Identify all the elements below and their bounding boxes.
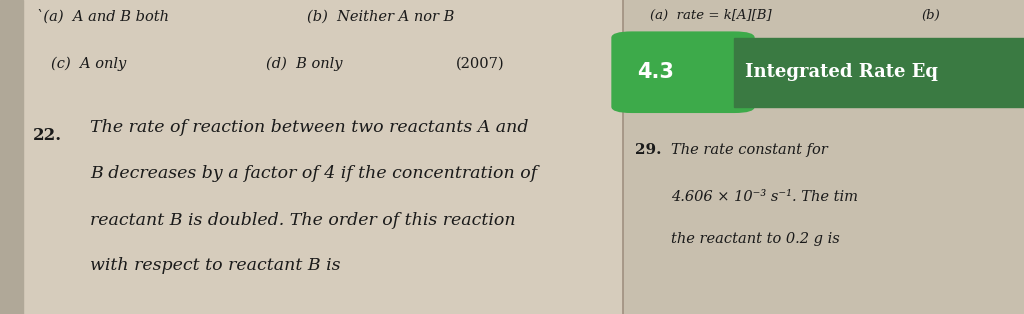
Text: (c)  rate = k[B]: (c) rate = k[B]: [650, 57, 752, 69]
Text: (2007): (2007): [456, 57, 504, 71]
Text: Integrated Rate Eq: Integrated Rate Eq: [745, 63, 938, 81]
Text: 22.: 22.: [33, 127, 61, 144]
Text: the reactant to 0.2 g is: the reactant to 0.2 g is: [671, 232, 840, 246]
Text: (b): (b): [922, 9, 940, 22]
Text: (b)  Neither A nor B: (b) Neither A nor B: [307, 9, 455, 24]
Text: `(a)  A and B both: `(a) A and B both: [36, 9, 169, 24]
Text: (d)  B only: (d) B only: [266, 57, 343, 71]
Bar: [623, 0, 1024, 314]
Bar: [734, 38, 1024, 107]
Text: (a)  rate = k[A][B]: (a) rate = k[A][B]: [650, 9, 772, 22]
Text: The rate constant for: The rate constant for: [671, 143, 827, 157]
Bar: [0, 0, 23, 314]
Text: (c)  A only: (c) A only: [51, 57, 126, 71]
Text: B decreases by a factor of 4 if the concentration of: B decreases by a factor of 4 if the conc…: [90, 165, 538, 182]
Text: reactant B is doubled. The order of this reaction: reactant B is doubled. The order of this…: [90, 212, 516, 229]
Text: with respect to reactant B is: with respect to reactant B is: [90, 257, 341, 274]
Text: (d): (d): [922, 57, 940, 69]
FancyBboxPatch shape: [611, 31, 755, 113]
Text: 4.3: 4.3: [637, 62, 674, 82]
Text: The rate of reaction between two reactants A and: The rate of reaction between two reactan…: [90, 119, 528, 136]
Text: 29.: 29.: [635, 143, 662, 157]
Text: 4.606 × 10⁻³ s⁻¹. The tim: 4.606 × 10⁻³ s⁻¹. The tim: [671, 190, 858, 204]
